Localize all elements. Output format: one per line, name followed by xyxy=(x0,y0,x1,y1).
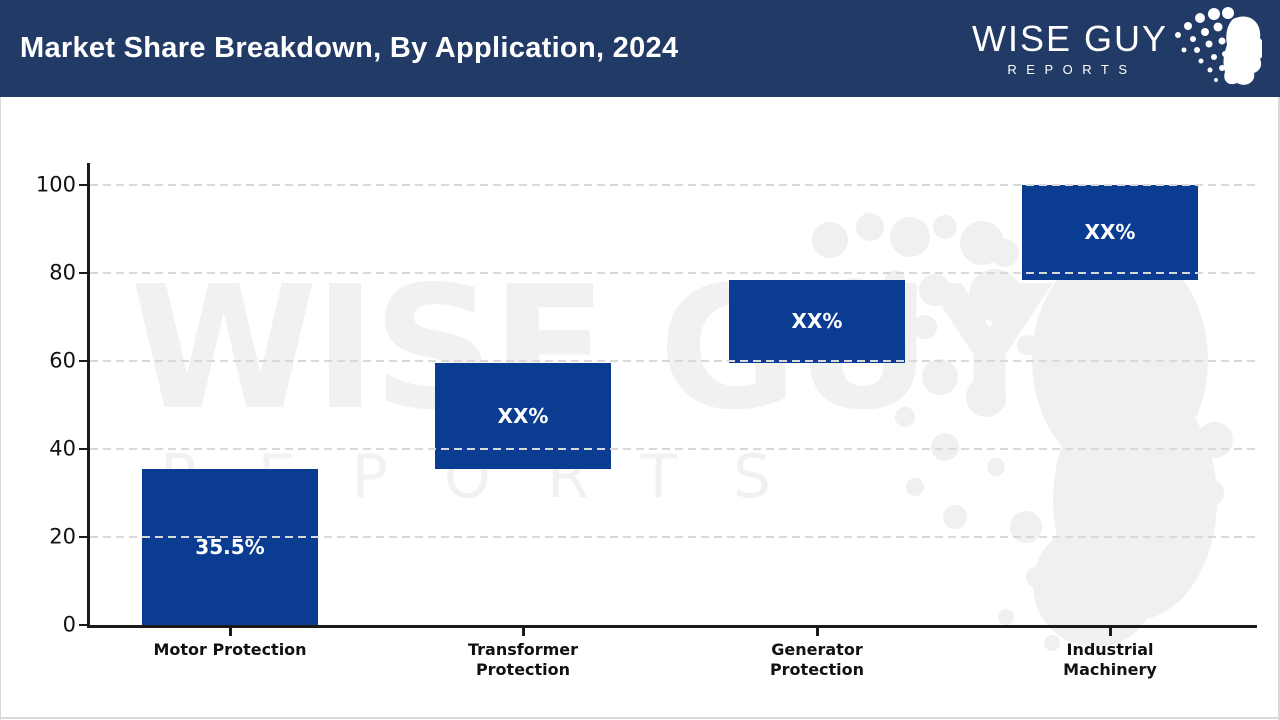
y-axis-tick-label: 0 xyxy=(62,612,76,637)
bar-value-label: XX% xyxy=(1084,220,1136,245)
x-axis-tick xyxy=(816,628,819,636)
bar-segment-motor-protection: 35.5% xyxy=(142,468,318,625)
x-axis-category-label-line: Generator xyxy=(771,640,863,659)
y-axis-tick-label: 40 xyxy=(49,436,76,461)
x-axis-tick xyxy=(1109,628,1112,636)
gridline-40 xyxy=(90,448,1256,450)
bar-value-label: XX% xyxy=(497,403,549,428)
x-axis-category-label: Industrial Machinery xyxy=(990,640,1230,680)
y-axis-tick-label: 60 xyxy=(49,348,76,373)
x-axis-category-label: Generator Protection xyxy=(697,640,937,680)
y-axis-tick-label: 100 xyxy=(35,172,76,197)
bar-value-label: 35.5% xyxy=(195,534,265,559)
x-axis-line xyxy=(87,625,1257,628)
bar-value-label: XX% xyxy=(791,309,843,334)
bar-segment-industrial-machinery: XX% xyxy=(1022,185,1198,280)
y-axis-line xyxy=(87,163,90,628)
bar-segment-transformer-protection: XX% xyxy=(435,363,611,469)
logo-dotted-face-icon xyxy=(1170,5,1265,93)
logo-subtitle: REPORTS xyxy=(1007,61,1137,77)
gridline-80 xyxy=(90,272,1256,274)
bottom-border xyxy=(0,717,1280,719)
header-bar: Market Share Breakdown, By Application, … xyxy=(0,0,1280,97)
y-axis-tick-label: 80 xyxy=(49,260,76,285)
x-axis-category-label-line: Motor Protection xyxy=(153,640,307,659)
y-axis-tick xyxy=(79,272,88,274)
gridline-20 xyxy=(90,536,1256,538)
left-border xyxy=(0,97,1,720)
x-axis-category-label-line: Industrial xyxy=(1066,640,1154,659)
x-axis-category-label-line: Protection xyxy=(769,660,865,679)
bar-segment-generator-protection: XX% xyxy=(729,279,905,364)
right-border xyxy=(1278,97,1280,720)
x-axis-category-label: Motor Protection xyxy=(110,640,350,660)
x-axis-tick xyxy=(522,628,525,636)
gridline-60 xyxy=(90,360,1256,362)
y-axis-tick xyxy=(79,184,88,186)
y-axis-tick xyxy=(79,624,88,626)
y-axis-tick xyxy=(79,536,88,538)
x-axis-category-label-line: Machinery xyxy=(1063,660,1157,679)
watermark-dotted-face-icon xyxy=(790,205,1250,659)
logo-text: WISE GUY REPORTS xyxy=(971,17,1168,77)
y-axis-tick xyxy=(79,360,88,362)
logo-wordmark: WISE GUY xyxy=(971,17,1168,59)
x-axis-category-label: Transformer Protection xyxy=(403,640,643,680)
x-axis-category-label-line: Transformer xyxy=(467,640,578,659)
x-axis-tick xyxy=(229,628,232,636)
y-axis-tick-label: 20 xyxy=(49,524,76,549)
y-axis-tick xyxy=(79,448,88,450)
wise-guy-logo: WISE GUY REPORTS xyxy=(971,5,1265,93)
page-title: Market Share Breakdown, By Application, … xyxy=(20,32,679,64)
gridline-100 xyxy=(90,184,1256,186)
x-axis-category-label-line: Protection xyxy=(475,660,571,679)
